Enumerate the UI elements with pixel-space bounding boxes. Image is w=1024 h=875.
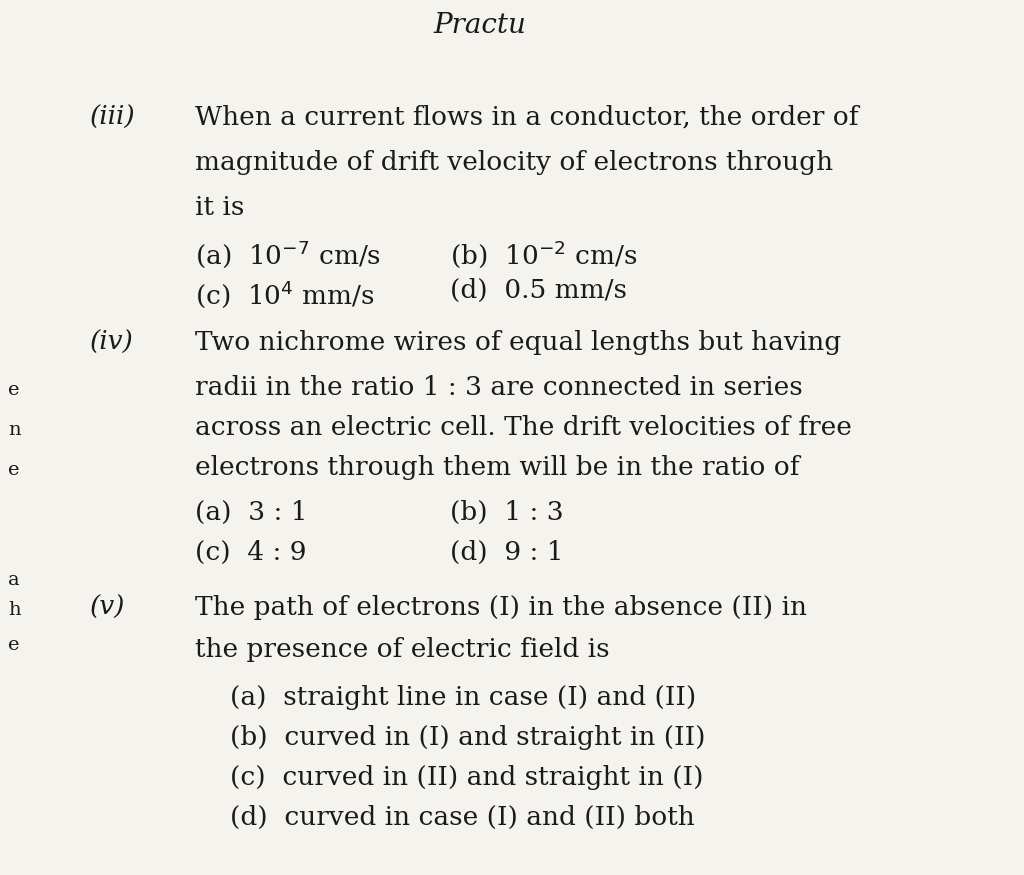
Text: (c)  curved in (II) and straight in (I): (c) curved in (II) and straight in (I) bbox=[230, 765, 703, 790]
Text: (a)  3 : 1: (a) 3 : 1 bbox=[195, 500, 307, 525]
Text: (c)  4 : 9: (c) 4 : 9 bbox=[195, 540, 306, 565]
Text: Practu: Practu bbox=[433, 12, 526, 39]
Text: (a)  straight line in case (I) and (II): (a) straight line in case (I) and (II) bbox=[230, 685, 696, 710]
Text: it is: it is bbox=[195, 195, 245, 220]
Text: The path of electrons (I) in the absence (II) in: The path of electrons (I) in the absence… bbox=[195, 595, 807, 620]
Text: the presence of electric field is: the presence of electric field is bbox=[195, 637, 609, 662]
Text: (d)  0.5 mm/s: (d) 0.5 mm/s bbox=[450, 278, 627, 303]
Text: electrons through them will be in the ratio of: electrons through them will be in the ra… bbox=[195, 455, 800, 480]
Text: e: e bbox=[8, 461, 19, 479]
Text: (b)  1 : 3: (b) 1 : 3 bbox=[450, 500, 563, 525]
Text: Two nichrome wires of equal lengths but having: Two nichrome wires of equal lengths but … bbox=[195, 330, 842, 355]
Text: a: a bbox=[8, 571, 19, 589]
Text: (b)  10$^{-2}$ cm/s: (b) 10$^{-2}$ cm/s bbox=[450, 238, 637, 270]
Text: magnitude of drift velocity of electrons through: magnitude of drift velocity of electrons… bbox=[195, 150, 834, 175]
Text: (d)  curved in case (I) and (II) both: (d) curved in case (I) and (II) both bbox=[230, 805, 694, 830]
Text: radii in the ratio 1 : 3 are connected in series: radii in the ratio 1 : 3 are connected i… bbox=[195, 375, 803, 400]
Text: n: n bbox=[8, 421, 20, 439]
Text: (a)  10$^{-7}$ cm/s: (a) 10$^{-7}$ cm/s bbox=[195, 238, 381, 270]
Text: (b)  curved in (I) and straight in (II): (b) curved in (I) and straight in (II) bbox=[230, 725, 706, 750]
Text: (v): (v) bbox=[90, 595, 125, 620]
Text: (d)  9 : 1: (d) 9 : 1 bbox=[450, 540, 563, 565]
Text: e: e bbox=[8, 636, 19, 654]
Text: h: h bbox=[8, 601, 20, 619]
Text: е: е bbox=[8, 381, 19, 399]
Text: (iii): (iii) bbox=[90, 105, 135, 130]
Text: (iv): (iv) bbox=[90, 330, 134, 355]
Text: When a current flows in a conductor, the order of: When a current flows in a conductor, the… bbox=[195, 105, 858, 130]
Text: across an electric cell. The drift velocities of free: across an electric cell. The drift veloc… bbox=[195, 415, 852, 440]
Text: (c)  10$^{4}$ mm/s: (c) 10$^{4}$ mm/s bbox=[195, 278, 375, 310]
